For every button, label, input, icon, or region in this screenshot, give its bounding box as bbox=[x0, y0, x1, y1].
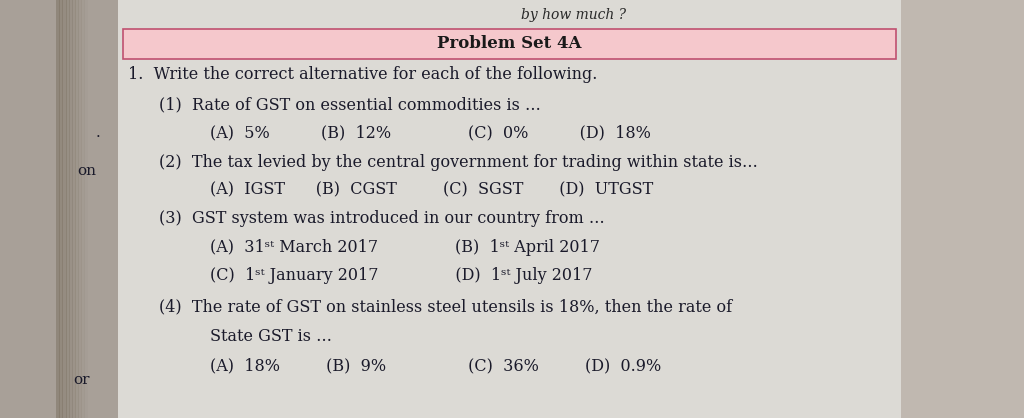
FancyBboxPatch shape bbox=[59, 0, 63, 418]
FancyBboxPatch shape bbox=[66, 0, 70, 418]
Text: (1)  Rate of GST on essential commodities is …: (1) Rate of GST on essential commodities… bbox=[159, 97, 541, 114]
FancyBboxPatch shape bbox=[56, 0, 60, 418]
FancyBboxPatch shape bbox=[69, 0, 73, 418]
Text: (2)  The tax levied by the central government for trading within state is…: (2) The tax levied by the central govern… bbox=[159, 154, 758, 171]
FancyBboxPatch shape bbox=[901, 0, 1024, 418]
Text: on: on bbox=[77, 164, 96, 178]
Text: or: or bbox=[74, 373, 90, 387]
Text: by how much ?: by how much ? bbox=[521, 8, 626, 22]
FancyBboxPatch shape bbox=[78, 0, 82, 418]
Text: Problem Set 4A: Problem Set 4A bbox=[437, 36, 582, 52]
FancyBboxPatch shape bbox=[0, 0, 118, 418]
FancyBboxPatch shape bbox=[72, 0, 76, 418]
Text: (A)  31ˢᵗ March 2017               (B)  1ˢᵗ April 2017: (A) 31ˢᵗ March 2017 (B) 1ˢᵗ April 2017 bbox=[210, 239, 600, 256]
Text: 1.  Write the correct alternative for each of the following.: 1. Write the correct alternative for eac… bbox=[128, 66, 597, 83]
FancyBboxPatch shape bbox=[75, 0, 79, 418]
Text: (C)  1ˢᵗ January 2017               (D)  1ˢᵗ July 2017: (C) 1ˢᵗ January 2017 (D) 1ˢᵗ July 2017 bbox=[210, 268, 593, 284]
Text: .: . bbox=[95, 126, 100, 140]
Text: (3)  GST system was introduced in our country from …: (3) GST system was introduced in our cou… bbox=[159, 210, 604, 227]
Text: (A)  IGST      (B)  CGST         (C)  SGST       (D)  UTGST: (A) IGST (B) CGST (C) SGST (D) UTGST bbox=[210, 182, 653, 199]
Text: (A)  5%          (B)  12%               (C)  0%          (D)  18%: (A) 5% (B) 12% (C) 0% (D) 18% bbox=[210, 125, 651, 141]
FancyBboxPatch shape bbox=[62, 0, 67, 418]
FancyBboxPatch shape bbox=[81, 0, 85, 418]
Text: (A)  18%         (B)  9%                (C)  36%         (D)  0.9%: (A) 18% (B) 9% (C) 36% (D) 0.9% bbox=[210, 357, 662, 374]
FancyBboxPatch shape bbox=[123, 29, 896, 59]
Text: State GST is …: State GST is … bbox=[210, 328, 332, 345]
Text: (4)  The rate of GST on stainless steel utensils is 18%, then the rate of: (4) The rate of GST on stainless steel u… bbox=[159, 299, 732, 316]
